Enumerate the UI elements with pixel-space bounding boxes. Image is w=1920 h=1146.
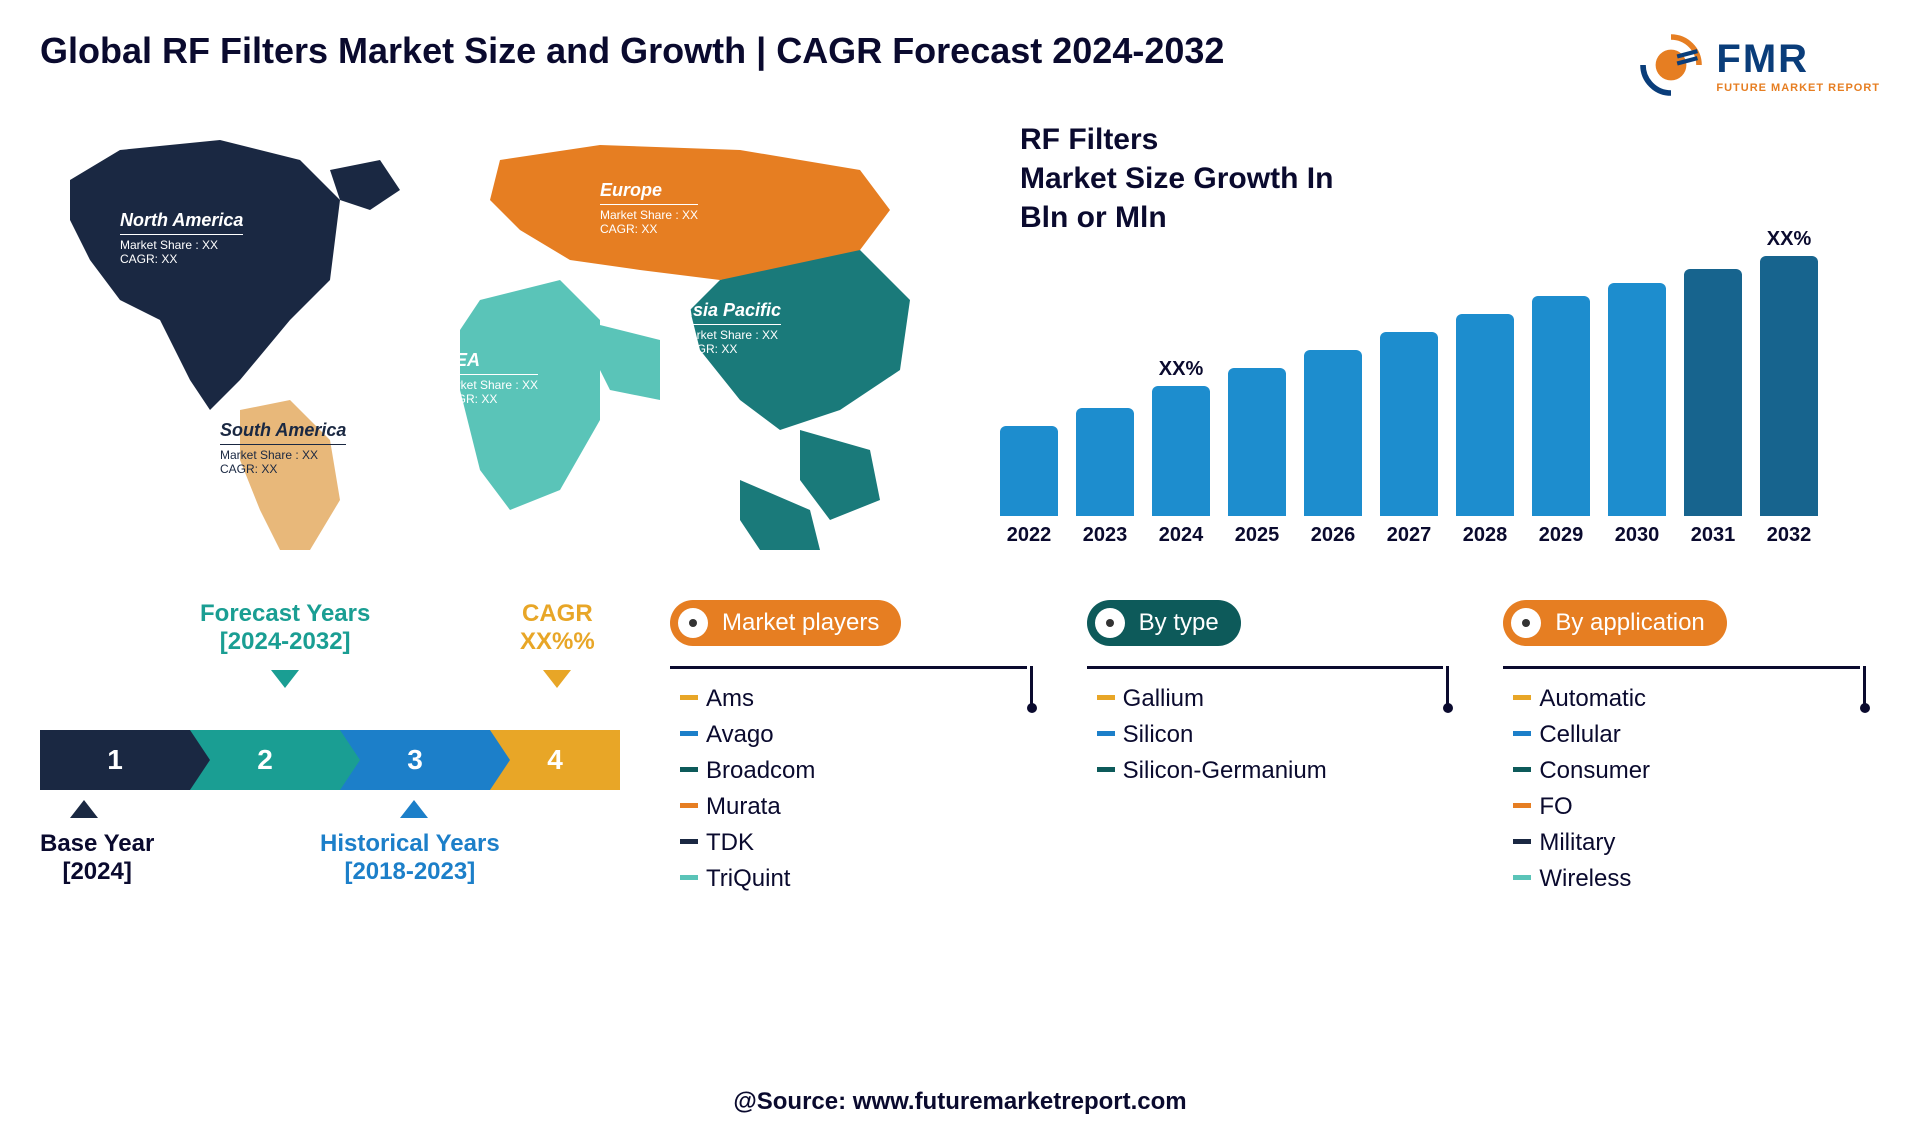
bar (1380, 332, 1438, 516)
bar (1076, 408, 1134, 516)
list-item: Military (1513, 825, 1880, 861)
bar (1000, 426, 1058, 516)
bar-year-label: 2031 (1691, 524, 1736, 547)
bar-year-label: 2023 (1083, 524, 1128, 547)
fmr-logo-icon (1636, 30, 1706, 100)
bar (1760, 256, 1818, 516)
list-item: Murata (680, 789, 1047, 825)
info-column: Market players AmsAvagoBroadcomMurataTDK… (670, 600, 1047, 940)
header: Global RF Filters Market Size and Growth… (40, 30, 1880, 100)
pill-dot-icon (678, 608, 708, 638)
info-column: By application AutomaticCellularConsumer… (1503, 600, 1880, 940)
list-item: TDK (680, 825, 1047, 861)
list-item: Consumer (1513, 753, 1880, 789)
bar-item: XX%2032 (1760, 256, 1818, 547)
bar-chart: 20222023XX%20242025202620272028202920302… (980, 267, 1880, 547)
info-column: By type GalliumSiliconSilicon-Germanium (1087, 600, 1464, 940)
map-region-label: South AmericaMarket Share : XXCAGR: XX (220, 420, 346, 476)
list-item: Avago (680, 717, 1047, 753)
bar-item: 2028 (1456, 314, 1514, 547)
timeline-segment: 3 (340, 730, 490, 790)
bar (1152, 386, 1210, 516)
timeline-segment: 1 (40, 730, 190, 790)
bar-year-label: 2024 (1159, 524, 1204, 547)
world-map-section: North AmericaMarket Share : XXCAGR: XX So… (40, 120, 940, 560)
list-item: Cellular (1513, 717, 1880, 753)
list-item: Broadcom (680, 753, 1047, 789)
pill-dot-icon (1095, 608, 1125, 638)
brand-logo: FMR FUTURE MARKET REPORT (1636, 30, 1880, 100)
chart-title: RF Filters Market Size Growth In Bln or … (1020, 120, 1880, 237)
bar-item: 2031 (1684, 269, 1742, 547)
bar-item: 2027 (1380, 332, 1438, 547)
timeline-segment: 2 (190, 730, 340, 790)
list-item: Silicon-Germanium (1097, 753, 1464, 789)
logo-text-main: FMR (1716, 37, 1880, 82)
bar-year-label: 2028 (1463, 524, 1508, 547)
divider (670, 666, 1027, 669)
divider (1503, 666, 1860, 669)
bar (1456, 314, 1514, 516)
bar-year-label: 2027 (1387, 524, 1432, 547)
bar-year-label: 2025 (1235, 524, 1280, 547)
map-region-label: MEAMarket Share : XXCAGR: XX (440, 350, 538, 406)
category-pill: By type (1087, 600, 1241, 646)
bar-year-label: 2026 (1311, 524, 1356, 547)
bar-top-label: XX% (1767, 228, 1811, 251)
forecast-years-label: Forecast Years [2024-2032] (200, 600, 370, 656)
world-map-svg (40, 120, 940, 560)
info-list: AmsAvagoBroadcomMurataTDKTriQuint (670, 681, 1047, 897)
timeline-section: Forecast Years [2024-2032] CAGR XX%% Bas… (40, 600, 640, 940)
list-item: Gallium (1097, 681, 1464, 717)
bar-top-label: XX% (1159, 358, 1203, 381)
pill-dot-icon (1511, 608, 1541, 638)
bar-year-label: 2029 (1539, 524, 1584, 547)
list-item: Ams (680, 681, 1047, 717)
cagr-label: CAGR XX%% (520, 600, 595, 656)
timeline-bar: 1234 (40, 730, 620, 790)
list-item: Automatic (1513, 681, 1880, 717)
info-list: AutomaticCellularConsumerFOMilitaryWirel… (1503, 681, 1880, 897)
bar (1684, 269, 1742, 516)
bar-chart-section: RF Filters Market Size Growth In Bln or … (980, 120, 1880, 560)
info-list: GalliumSiliconSilicon-Germanium (1087, 681, 1464, 789)
list-item: Silicon (1097, 717, 1464, 753)
bar (1608, 283, 1666, 516)
page-title: Global RF Filters Market Size and Growth… (40, 30, 1224, 72)
map-region-label: EuropeMarket Share : XXCAGR: XX (600, 180, 698, 236)
logo-text-sub: FUTURE MARKET REPORT (1716, 82, 1880, 94)
bar-item: 2025 (1228, 368, 1286, 547)
info-columns: Market players AmsAvagoBroadcomMurataTDK… (670, 600, 1880, 940)
base-year-label: Base Year [2024] (40, 830, 154, 886)
divider (1087, 666, 1444, 669)
map-region-label: North AmericaMarket Share : XXCAGR: XX (120, 210, 243, 266)
bar-item: XX%2024 (1152, 386, 1210, 547)
list-item: TriQuint (680, 861, 1047, 897)
bar-item: 2029 (1532, 296, 1590, 547)
map-region-label: Asia PacificMarket Share : XXCAGR: XX (680, 300, 781, 356)
bar-item: 2022 (1000, 426, 1058, 547)
list-item: Wireless (1513, 861, 1880, 897)
bar-item: 2023 (1076, 408, 1134, 547)
bar-year-label: 2032 (1767, 524, 1812, 547)
bar-year-label: 2030 (1615, 524, 1660, 547)
category-pill: By application (1503, 600, 1726, 646)
bar-item: 2030 (1608, 283, 1666, 547)
bar-year-label: 2022 (1007, 524, 1052, 547)
bar-item: 2026 (1304, 350, 1362, 547)
bar (1532, 296, 1590, 516)
category-pill: Market players (670, 600, 901, 646)
historical-years-label: Historical Years [2018-2023] (320, 830, 500, 886)
source-attribution: @Source: www.futuremarketreport.com (733, 1088, 1186, 1116)
bar (1304, 350, 1362, 516)
list-item: FO (1513, 789, 1880, 825)
bar (1228, 368, 1286, 516)
